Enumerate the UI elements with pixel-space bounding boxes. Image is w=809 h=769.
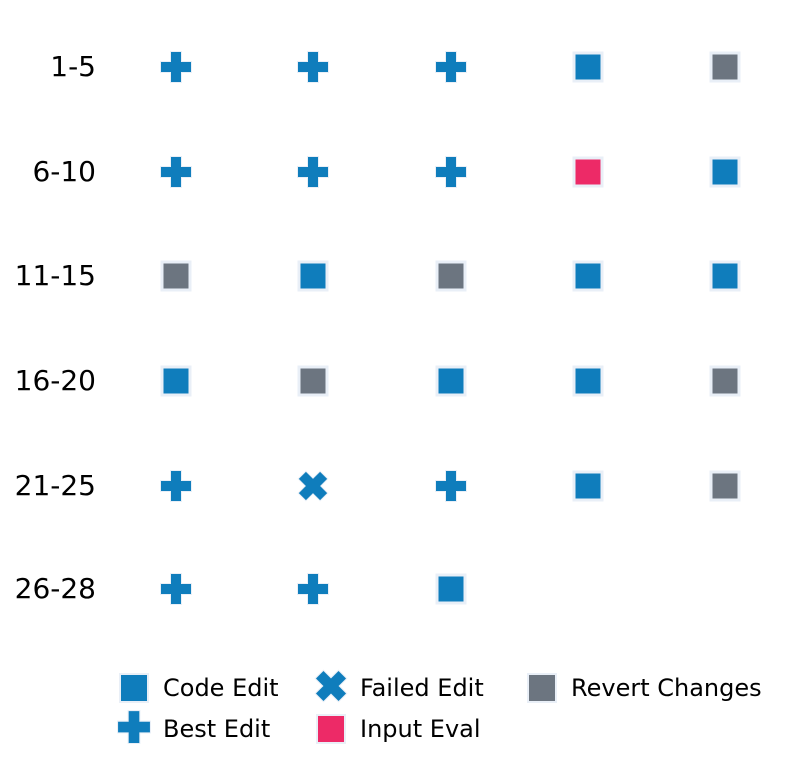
marker-revert-changes-icon [297, 365, 329, 397]
marker-best-edit-icon [117, 710, 151, 748]
marker-code-edit-icon [435, 365, 467, 397]
marker-cell [435, 51, 467, 83]
marker-best-edit-icon [435, 51, 467, 83]
marker-cell [160, 51, 192, 83]
marker-code-edit-icon [709, 260, 741, 292]
marker-cell [572, 51, 604, 83]
marker-code-edit-icon [572, 365, 604, 397]
marker-cell [160, 470, 192, 502]
marker-cell [572, 260, 604, 292]
marker-best-edit-icon [160, 573, 192, 605]
marker-cell [297, 470, 329, 502]
legend-icon-failed-edit [314, 668, 348, 708]
marker-best-edit-icon [297, 156, 329, 188]
marker-cell [297, 573, 329, 605]
marker-cell [572, 156, 604, 188]
marker-cell [297, 156, 329, 188]
marker-cell [709, 365, 741, 397]
row-label: 21-25 [14, 469, 96, 502]
marker-input-eval-icon [316, 714, 346, 744]
legend-label-code-edit: Code Edit [163, 674, 279, 702]
marker-cell [435, 573, 467, 605]
marker-cell [435, 365, 467, 397]
marker-code-edit-icon [297, 260, 329, 292]
legend-icon-best-edit [117, 709, 151, 749]
marker-cell [709, 156, 741, 188]
marker-revert-changes-icon [527, 673, 557, 703]
marker-revert-changes-icon [160, 260, 192, 292]
row-label: 6-10 [32, 155, 96, 188]
legend-entry-failed-edit: Failed Edit [314, 668, 484, 708]
legend-label-input-eval: Input Eval [360, 715, 481, 743]
marker-cell [572, 470, 604, 502]
legend-icon-revert-changes [525, 668, 559, 708]
marker-cell [160, 260, 192, 292]
marker-cell [572, 365, 604, 397]
marker-failed-edit-icon [297, 470, 329, 502]
marker-cell [160, 156, 192, 188]
marker-best-edit-icon [160, 470, 192, 502]
marker-code-edit-icon [572, 470, 604, 502]
marker-revert-changes-icon [435, 260, 467, 292]
marker-revert-changes-icon [709, 470, 741, 502]
legend-entry-code-edit: Code Edit [117, 668, 279, 708]
marker-best-edit-icon [297, 573, 329, 605]
marker-code-edit-icon [119, 673, 149, 703]
marker-best-edit-icon [435, 470, 467, 502]
marker-code-edit-icon [160, 365, 192, 397]
marker-cell [709, 470, 741, 502]
legend-entry-revert-changes: Revert Changes [525, 668, 762, 708]
marker-revert-changes-icon [709, 51, 741, 83]
marker-revert-changes-icon [709, 365, 741, 397]
legend-label-failed-edit: Failed Edit [360, 674, 484, 702]
marker-cell [160, 365, 192, 397]
marker-cell [709, 51, 741, 83]
marker-code-edit-icon [709, 156, 741, 188]
legend-entry-best-edit: Best Edit [117, 709, 270, 749]
marker-cell [435, 470, 467, 502]
marker-input-eval-icon [572, 156, 604, 188]
row-label: 16-20 [14, 364, 96, 397]
row-label: 26-28 [14, 572, 96, 605]
legend-label-best-edit: Best Edit [163, 715, 271, 743]
marker-cell [160, 573, 192, 605]
marker-cell [297, 365, 329, 397]
legend-label-revert-changes: Revert Changes [571, 674, 762, 702]
legend-icon-code-edit [117, 668, 151, 708]
marker-code-edit-icon [572, 260, 604, 292]
marker-cell [435, 156, 467, 188]
marker-cell [297, 260, 329, 292]
marker-best-edit-icon [160, 156, 192, 188]
marker-best-edit-icon [160, 51, 192, 83]
marker-best-edit-icon [297, 51, 329, 83]
legend-entry-input-eval: Input Eval [314, 709, 481, 749]
marker-cell [709, 260, 741, 292]
marker-code-edit-icon [572, 51, 604, 83]
marker-cell [435, 260, 467, 292]
legend-icon-input-eval [314, 709, 348, 749]
row-label: 1-5 [50, 50, 96, 83]
marker-failed-edit-icon [314, 669, 348, 707]
marker-best-edit-icon [435, 156, 467, 188]
marker-code-edit-icon [435, 573, 467, 605]
row-label: 11-15 [14, 259, 96, 292]
marker-cell [297, 51, 329, 83]
